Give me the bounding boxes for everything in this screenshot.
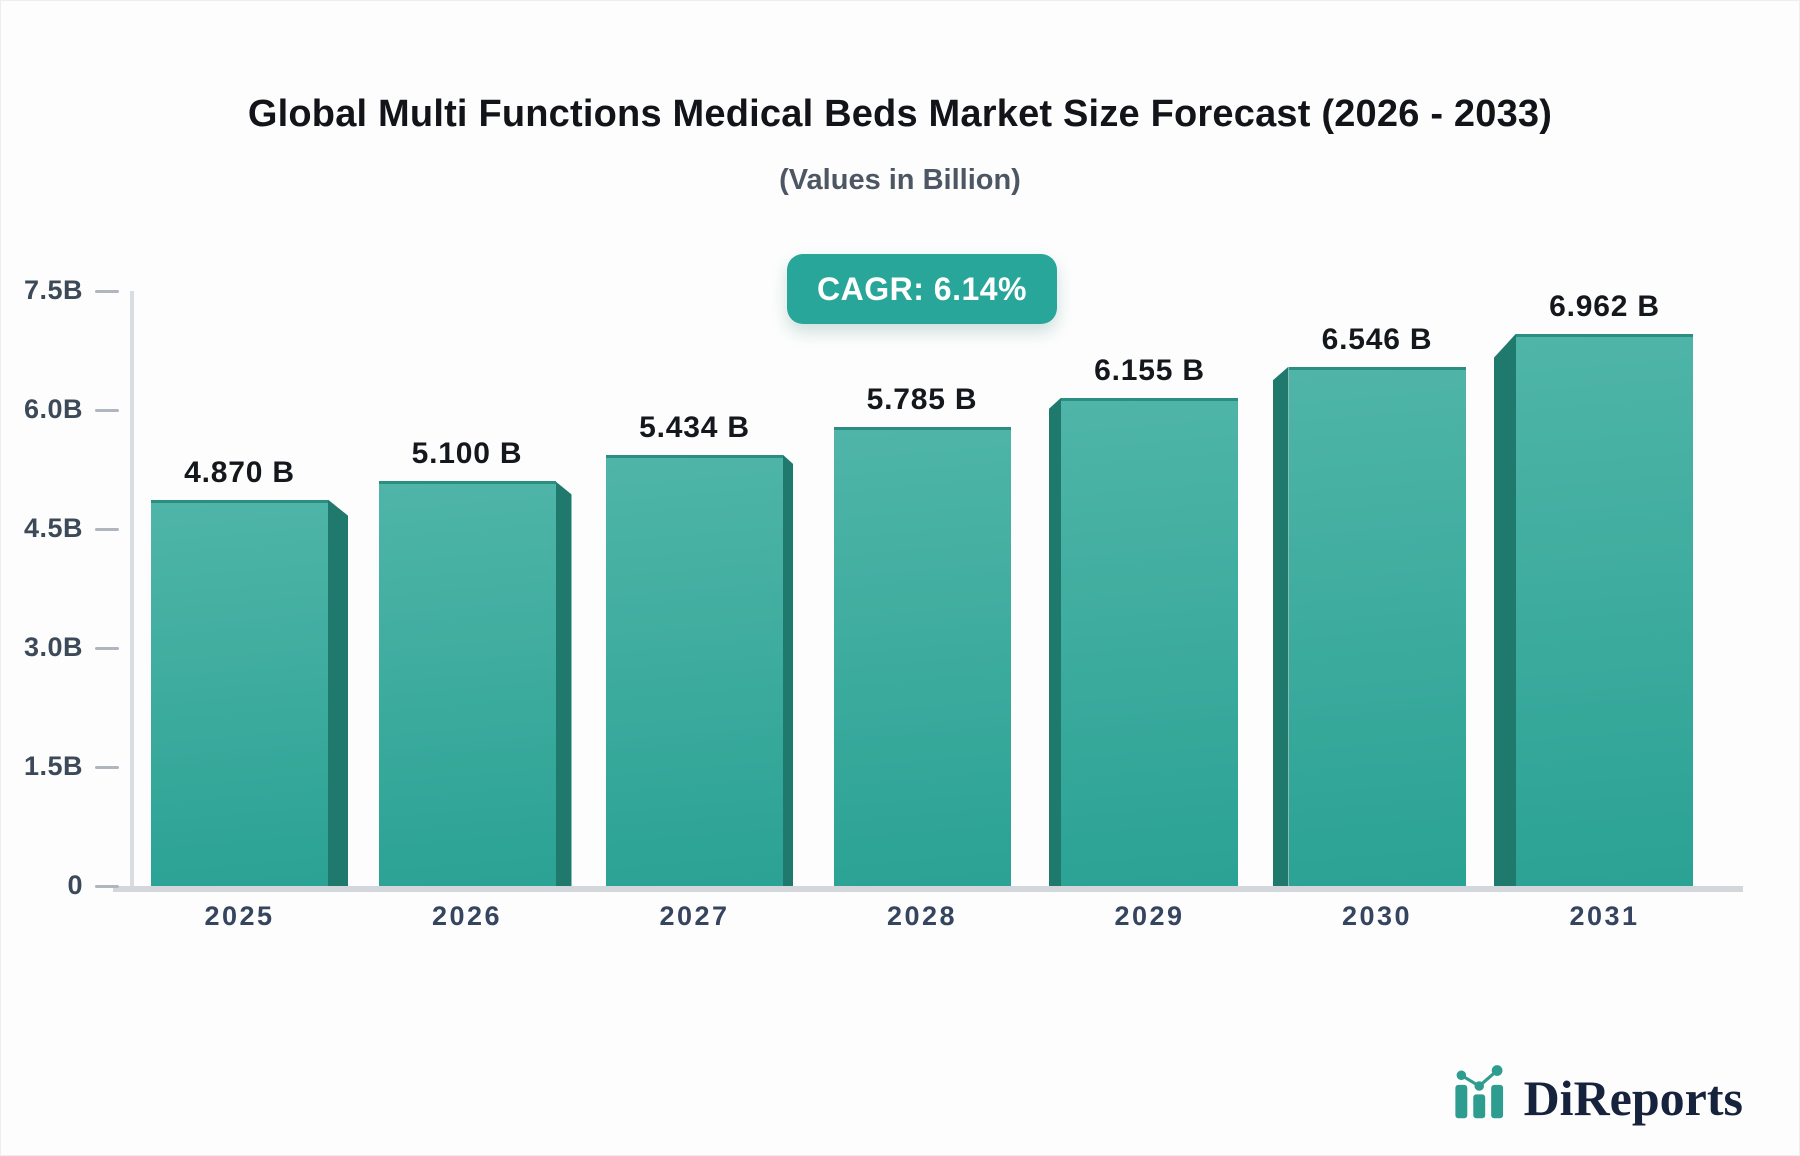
y-axis-label: 6.0B	[23, 394, 83, 424]
x-axis-label: 2030	[1341, 901, 1413, 931]
bar-2031	[1516, 333, 1693, 886]
x-axis-label: 2031	[1569, 901, 1640, 931]
y-axis-label: 3.0B	[23, 632, 83, 662]
bar-side-face	[1049, 397, 1061, 886]
y-axis-label: 0	[67, 870, 83, 900]
bar-value-label: 5.785 B	[866, 383, 978, 417]
bar-2025	[151, 499, 328, 886]
chart-subtitle: (Values in Billion)	[779, 164, 1021, 196]
bar-value-label: 6.155 B	[1094, 353, 1205, 387]
y-axis-tick	[95, 884, 119, 888]
y-axis-label: 4.5B	[23, 513, 83, 543]
bar-side-face	[1494, 333, 1516, 886]
chart-title: Global Multi Functions Medical Beds Mark…	[247, 93, 1553, 135]
y-axis-tick	[95, 289, 119, 293]
x-axis-label: 2025	[204, 901, 275, 931]
x-axis-label: 2026	[431, 901, 503, 931]
y-axis-line	[130, 291, 134, 890]
bar-value-label: 4.870 B	[184, 455, 295, 489]
bar-side-face	[328, 499, 348, 886]
x-axis-label: 2028	[886, 901, 958, 931]
bar-value-label: 5.100 B	[411, 437, 523, 471]
bar-2026	[378, 481, 556, 886]
bar-side-face	[1272, 366, 1289, 886]
bar-2028	[833, 427, 1011, 886]
x-axis-label: 2029	[1114, 901, 1185, 931]
y-axis-tick	[95, 408, 119, 412]
y-axis-tick	[95, 646, 119, 650]
bar-side-face	[783, 454, 793, 886]
y-axis-label: 1.5B	[23, 751, 83, 781]
logo-bars-icon	[1454, 1065, 1503, 1119]
x-axis-baseline	[113, 886, 1743, 892]
bar-2029	[1061, 397, 1238, 886]
y-axis-tick	[95, 527, 119, 531]
bar-2030	[1288, 366, 1466, 886]
bar-side-face	[555, 481, 572, 886]
direports-logo: DiReports	[1453, 1063, 1743, 1126]
cagr-badge: CAGR: 6.14%	[787, 254, 1057, 324]
logo-text: DiReports	[1523, 1070, 1743, 1126]
bar-value-label: 6.962 B	[1549, 289, 1660, 323]
y-axis-tick	[95, 765, 119, 769]
y-axis-label: 7.5B	[23, 275, 83, 305]
bar-2027	[606, 454, 783, 886]
x-axis-label: 2027	[659, 901, 730, 931]
bar-value-label: 6.546 B	[1321, 322, 1433, 356]
bar-value-label: 5.434 B	[639, 410, 750, 444]
